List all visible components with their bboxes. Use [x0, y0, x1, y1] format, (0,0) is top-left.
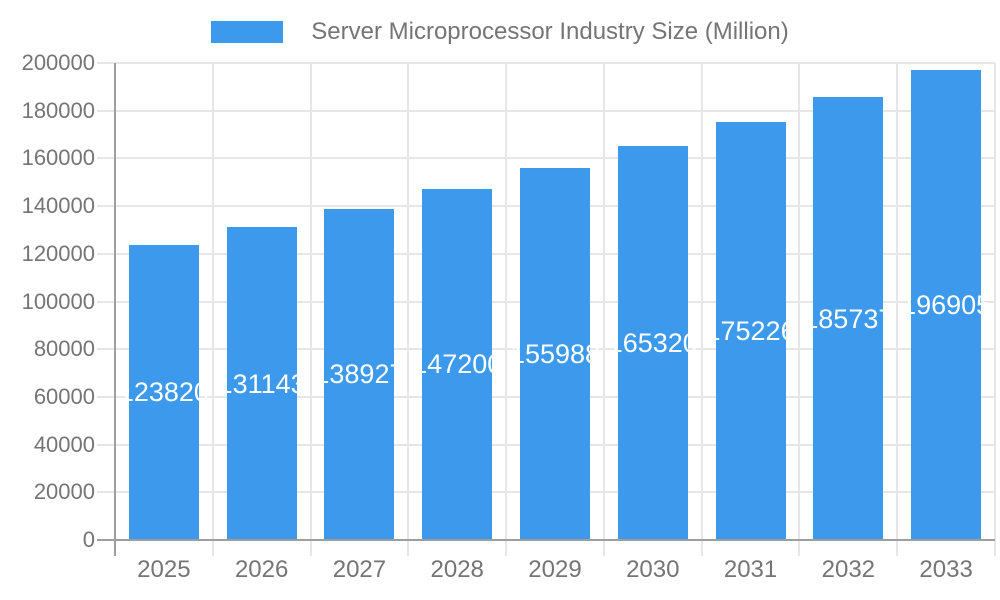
- bar: [715, 122, 786, 540]
- bar-value-label: 196905: [901, 290, 992, 321]
- y-axis-line: [114, 63, 116, 556]
- y-axis-tick-label: 180000: [21, 97, 95, 123]
- x-axis-baseline: [97, 539, 995, 541]
- x-axis-tick-label: 2027: [332, 556, 387, 583]
- category-gridline: [602, 63, 605, 556]
- legend-swatch: [211, 21, 284, 43]
- gridline: [97, 62, 995, 64]
- bar-value-label: 138927: [314, 359, 405, 390]
- bar: [520, 167, 590, 540]
- bar: [226, 227, 297, 540]
- bar-value-label: 131143: [217, 368, 306, 399]
- y-axis-tick-label: 200000: [21, 50, 95, 75]
- category-gridline: [994, 63, 996, 556]
- x-axis-tick-label: 2025: [137, 556, 191, 583]
- gridline: [97, 109, 995, 112]
- category-gridline: [505, 63, 508, 556]
- chart-legend: Server Microprocessor Industry Size (Mil…: [0, 18, 1000, 46]
- bar-value-label: 155988: [509, 338, 601, 369]
- x-axis-tick-label: 2031: [723, 556, 778, 583]
- bar-value-label: 165320: [607, 327, 698, 358]
- gridline: [97, 157, 995, 160]
- category-gridline: [700, 63, 703, 556]
- category-gridline: [798, 63, 801, 556]
- x-axis-tick-label: 2026: [234, 556, 289, 583]
- plot-area: 123820 131143 138927 147200 155988 165320 1752…: [97, 62, 996, 556]
- bar-value-label: 175226: [705, 316, 796, 347]
- bar: [911, 70, 982, 540]
- category-gridline: [309, 63, 312, 556]
- y-axis-tick-label: 160000: [21, 145, 95, 171]
- x-axis-tick-label: 2033: [919, 556, 973, 583]
- x-axis-tick-label: 2030: [626, 556, 680, 583]
- y-axis-tick-label: 140000: [21, 193, 95, 219]
- category-gridline: [896, 63, 899, 556]
- bar-value-label: 123820: [118, 377, 209, 408]
- legend-label: Server Microprocessor Industry Size (Mil…: [311, 18, 789, 45]
- x-axis-tick-label: 2032: [821, 556, 876, 583]
- bar-value-label: 147200: [412, 349, 503, 380]
- y-axis-tick-label: 100000: [21, 288, 95, 314]
- y-axis-tick-label: 40000: [33, 431, 95, 457]
- category-gridline: [211, 63, 214, 556]
- category-gridline: [407, 63, 410, 556]
- y-axis-tick-label: 120000: [21, 240, 95, 266]
- bar-value-label: 185737: [803, 303, 894, 334]
- bar: [617, 145, 688, 540]
- bar: [422, 188, 493, 540]
- bar: [324, 208, 395, 540]
- bar: [128, 244, 199, 540]
- y-axis-tick-label: 60000: [33, 383, 95, 409]
- y-axis-tick-label: 20000: [33, 479, 95, 505]
- x-axis-tick-label: 2028: [430, 556, 484, 583]
- bar: [813, 97, 884, 540]
- y-axis-tick-label: 80000: [33, 336, 95, 362]
- x-axis-tick-label: 2029: [528, 556, 582, 583]
- y-axis-tick-label: 0: [82, 527, 95, 552]
